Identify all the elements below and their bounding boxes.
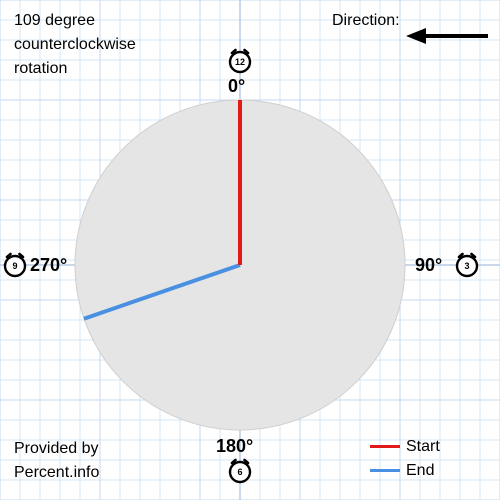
angle-270: 270° (30, 255, 67, 276)
svg-text:9: 9 (12, 261, 17, 271)
title-line1: 109 degree (14, 12, 95, 30)
angle-180: 180° (216, 436, 253, 457)
legend-start: Start (370, 438, 440, 456)
diagram-stage: 109 degree counterclockwise rotation Dir… (0, 0, 500, 500)
legend-start-label: Start (406, 438, 440, 455)
credit-line1: Provided by (14, 440, 99, 458)
legend-end: End (370, 462, 434, 480)
clock-9-icon: 9 (2, 252, 28, 278)
clock-3-icon: 3 (454, 252, 480, 278)
angle-90: 90° (415, 255, 442, 276)
direction-arrow-icon (406, 26, 488, 46)
direction-label: Direction: (332, 12, 400, 30)
credit-line2: Percent.info (14, 464, 99, 482)
svg-text:6: 6 (237, 467, 242, 477)
diagram-svg (0, 0, 500, 500)
legend-end-swatch (370, 469, 400, 472)
clock-6-icon: 6 (227, 458, 253, 484)
title-line3: rotation (14, 60, 67, 78)
legend-end-label: End (406, 462, 434, 479)
svg-text:12: 12 (235, 57, 245, 67)
svg-text:3: 3 (464, 261, 469, 271)
legend-start-swatch (370, 445, 400, 448)
angle-0: 0° (228, 76, 245, 97)
clock-12-icon: 12 (227, 48, 253, 74)
title-line2: counterclockwise (14, 36, 136, 54)
